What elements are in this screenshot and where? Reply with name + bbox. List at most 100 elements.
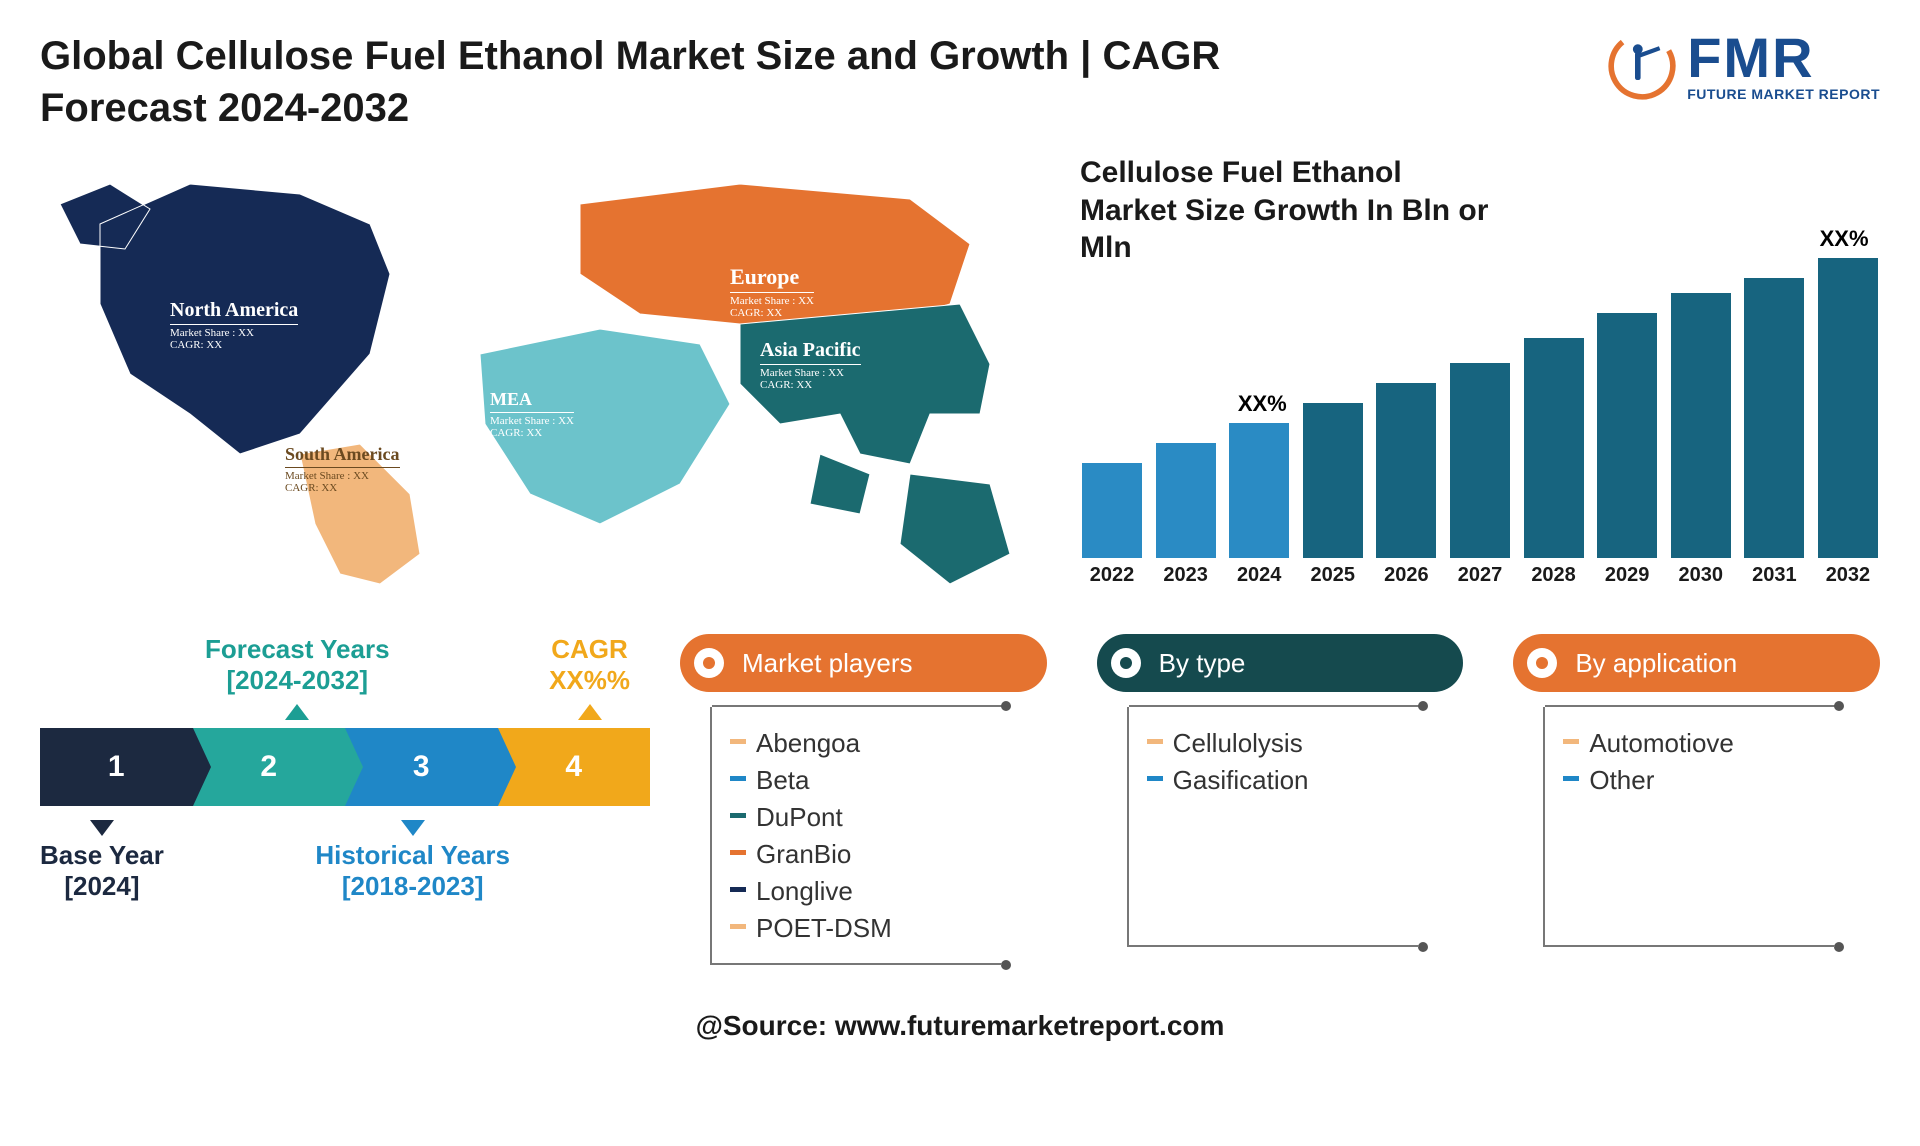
bar-label-2031: 2031 xyxy=(1752,564,1797,587)
bar-col-2029: 2029 xyxy=(1595,313,1659,587)
panel-body-market-players: AbengoaBetaDuPontGranBioLonglivePOET-DSM xyxy=(710,707,1047,965)
dot-icon xyxy=(1527,648,1557,678)
bar-2027 xyxy=(1450,363,1510,558)
cagr-sub: XX%% xyxy=(549,665,630,696)
list-item: Longlive xyxy=(736,873,1047,910)
bar-2025 xyxy=(1303,403,1363,558)
bar-col-2023: 2023 xyxy=(1154,443,1218,587)
panel-by-application: By application AutomotioveOther xyxy=(1513,634,1880,965)
list-item: DuPont xyxy=(736,799,1047,836)
triangle-down-icon xyxy=(90,820,114,836)
hist-sub: [2018-2023] xyxy=(315,871,510,902)
list-item: Beta xyxy=(736,762,1047,799)
panel-header-by-type: By type xyxy=(1097,634,1464,692)
chart-area: Cellulose Fuel Ethanol Market Size Growt… xyxy=(1080,154,1880,594)
bar-label-2029: 2029 xyxy=(1605,564,1650,587)
bar-label-2026: 2026 xyxy=(1384,564,1429,587)
panel-title: By type xyxy=(1159,648,1246,679)
triangle-up-icon xyxy=(578,704,602,720)
bar-col-2030: 2030 xyxy=(1669,293,1733,587)
world-map: North AmericaMarket Share : XXCAGR: XX So… xyxy=(40,154,1050,594)
historical-label: Historical Years [2018-2023] xyxy=(315,812,510,902)
bar-col-2032: 2032 xyxy=(1816,258,1880,587)
bar-label-2032: 2032 xyxy=(1826,564,1871,587)
panel-body-by-application: AutomotioveOther xyxy=(1543,707,1880,947)
bar-label-2030: 2030 xyxy=(1679,564,1724,587)
region-label-south-america: South AmericaMarket Share : XXCAGR: XX xyxy=(285,444,400,494)
panel-market-players: Market players AbengoaBetaDuPontGranBioLo… xyxy=(680,634,1047,965)
bar-label-2028: 2028 xyxy=(1531,564,1576,587)
bar-2032 xyxy=(1818,258,1878,558)
list-item: Cellulolysis xyxy=(1153,725,1464,762)
hist-text: Historical Years xyxy=(315,840,510,871)
bar-label-2024: 2024 xyxy=(1237,564,1282,587)
panel-body-by-type: CellulolysisGasification xyxy=(1127,707,1464,947)
timeline-bottom-labels: Base Year [2024] Historical Years [2018-… xyxy=(40,812,650,902)
bar-2028 xyxy=(1524,338,1584,558)
bar-col-2027: 2027 xyxy=(1448,363,1512,587)
panel-header-market-players: Market players xyxy=(680,634,1047,692)
bar-2024 xyxy=(1229,423,1289,558)
logo-main: FMR xyxy=(1687,30,1880,86)
cagr-text: CAGR xyxy=(549,634,630,665)
list-item: Automotiove xyxy=(1569,725,1880,762)
bar-2031 xyxy=(1744,278,1804,558)
timeline-segment-1: 1 xyxy=(40,728,193,806)
header: Global Cellulose Fuel Ethanol Market Siz… xyxy=(40,30,1880,134)
bar-chart: 2022 2023 2024 2025 2026 2027 2028 2029 2030 2031… xyxy=(1080,277,1880,587)
region-label-north-america: North AmericaMarket Share : XXCAGR: XX xyxy=(170,299,298,351)
triangle-up-icon xyxy=(285,704,309,720)
bar-col-2025: 2025 xyxy=(1301,403,1365,587)
forecast-text: Forecast Years xyxy=(205,634,390,665)
bar-2026 xyxy=(1376,383,1436,558)
logo: FMR FUTURE MARKET REPORT xyxy=(1607,30,1880,102)
panel-list: CellulolysisGasification xyxy=(1129,707,1464,817)
timeline-top-labels: Forecast Years [2024-2032] CAGR XX%% xyxy=(40,634,650,724)
forecast-label: Forecast Years [2024-2032] xyxy=(205,634,390,724)
forecast-sub: [2024-2032] xyxy=(205,665,390,696)
panel-header-by-application: By application xyxy=(1513,634,1880,692)
bar-label-2022: 2022 xyxy=(1090,564,1135,587)
base-sub: [2024] xyxy=(40,871,164,902)
bar-2023 xyxy=(1156,443,1216,558)
panel-list: AbengoaBetaDuPontGranBioLonglivePOET-DSM xyxy=(712,707,1047,965)
info-panels: Market players AbengoaBetaDuPontGranBioLo… xyxy=(680,634,1880,965)
bar-label-2023: 2023 xyxy=(1163,564,1208,587)
list-item: Abengoa xyxy=(736,725,1047,762)
chart-title: Cellulose Fuel Ethanol Market Size Growt… xyxy=(1080,154,1500,267)
bar-col-2024: 2024 xyxy=(1227,423,1291,587)
region-label-asia-pacific: Asia PacificMarket Share : XXCAGR: XX xyxy=(760,339,861,391)
base-text: Base Year xyxy=(40,840,164,871)
bar-label-2025: 2025 xyxy=(1311,564,1356,587)
region-label-mea: MEAMarket Share : XXCAGR: XX xyxy=(490,389,574,439)
callout: XX% xyxy=(1238,391,1287,417)
timeline-segment-3: 3 xyxy=(345,728,498,806)
logo-sub: FUTURE MARKET REPORT xyxy=(1687,86,1880,102)
callout: XX% xyxy=(1820,226,1869,252)
bar-2022 xyxy=(1082,463,1142,558)
source-text: @Source: www.futuremarketreport.com xyxy=(40,1010,1880,1042)
timeline: Forecast Years [2024-2032] CAGR XX%% 123… xyxy=(40,634,650,902)
bar-col-2026: 2026 xyxy=(1374,383,1438,587)
bar-col-2022: 2022 xyxy=(1080,463,1144,587)
dot-icon xyxy=(1111,648,1141,678)
timeline-segment-4: 4 xyxy=(498,728,651,806)
cagr-label: CAGR XX%% xyxy=(549,634,630,724)
timeline-segment-2: 2 xyxy=(193,728,346,806)
panel-title: Market players xyxy=(742,648,913,679)
panel-by-type: By type CellulolysisGasification xyxy=(1097,634,1464,965)
list-item: Gasification xyxy=(1153,762,1464,799)
timeline-strip: 1234 xyxy=(40,728,650,806)
logo-icon xyxy=(1607,31,1677,101)
logo-text: FMR FUTURE MARKET REPORT xyxy=(1687,30,1880,102)
map-svg xyxy=(40,154,1050,594)
bar-col-2031: 2031 xyxy=(1742,278,1806,587)
lower-row: Forecast Years [2024-2032] CAGR XX%% 123… xyxy=(40,634,1880,965)
page-title: Global Cellulose Fuel Ethanol Market Siz… xyxy=(40,30,1340,134)
list-item: POET-DSM xyxy=(736,910,1047,947)
base-year-label: Base Year [2024] xyxy=(40,812,164,902)
upper-row: North AmericaMarket Share : XXCAGR: XX So… xyxy=(40,154,1880,594)
bar-label-2027: 2027 xyxy=(1458,564,1503,587)
bar-2030 xyxy=(1671,293,1731,558)
dot-icon xyxy=(694,648,724,678)
